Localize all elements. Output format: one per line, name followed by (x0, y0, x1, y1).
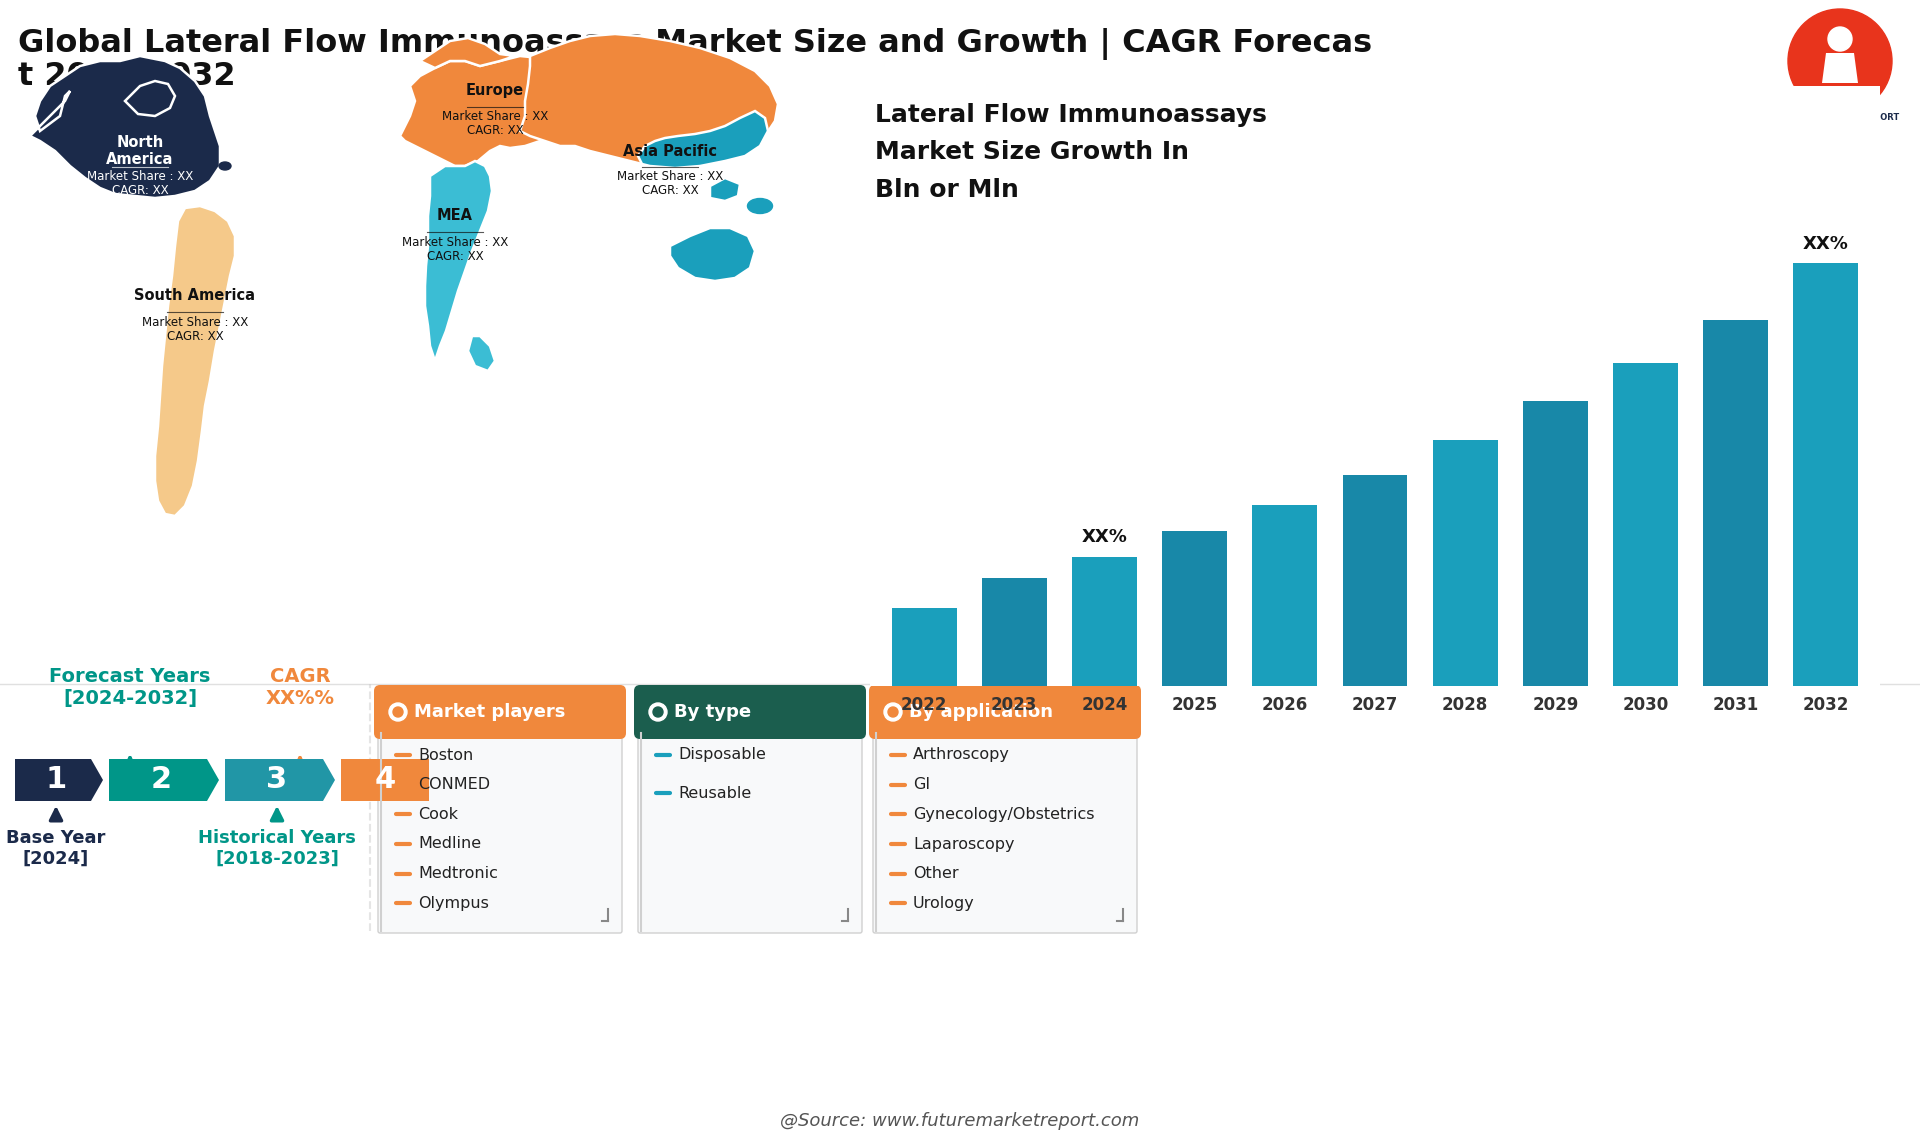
Text: Cook: Cook (419, 807, 459, 822)
Text: By application: By application (908, 702, 1052, 721)
Text: Gynecology/Obstetrics: Gynecology/Obstetrics (914, 807, 1094, 822)
Text: XX%: XX% (1081, 528, 1127, 545)
Text: MEA: MEA (438, 209, 472, 223)
Bar (1162, 531, 1227, 686)
Text: Other: Other (914, 866, 958, 881)
Text: Reusable: Reusable (678, 785, 751, 801)
Bar (1793, 264, 1859, 686)
FancyBboxPatch shape (637, 731, 862, 933)
Polygon shape (1822, 53, 1859, 83)
Text: Market Share : XX: Market Share : XX (616, 171, 724, 183)
FancyBboxPatch shape (874, 731, 1137, 933)
Bar (1703, 320, 1768, 686)
Ellipse shape (219, 162, 230, 170)
Polygon shape (15, 759, 104, 801)
Text: t 2024-2032: t 2024-2032 (17, 61, 236, 92)
FancyBboxPatch shape (374, 685, 626, 739)
Text: Medtronic: Medtronic (419, 866, 497, 881)
Polygon shape (710, 178, 739, 201)
Text: Lateral Flow Immunoassays
Market Size Growth In
Bln or Mln: Lateral Flow Immunoassays Market Size Gr… (874, 103, 1267, 202)
Text: Europe: Europe (467, 84, 524, 99)
Text: 3: 3 (267, 766, 288, 794)
FancyBboxPatch shape (634, 685, 866, 739)
Text: South America: South America (134, 289, 255, 304)
Text: North
America: North America (106, 135, 173, 167)
Text: GI: GI (914, 777, 929, 792)
Text: Arthroscopy: Arthroscopy (914, 747, 1010, 762)
Text: CAGR
XX%%: CAGR XX%% (265, 667, 334, 708)
Text: Base Year
[2024]: Base Year [2024] (6, 829, 106, 868)
Polygon shape (399, 56, 589, 166)
Circle shape (1828, 28, 1853, 52)
Text: CAGR: XX: CAGR: XX (167, 330, 223, 343)
FancyBboxPatch shape (870, 685, 1140, 739)
Polygon shape (342, 759, 428, 801)
Polygon shape (424, 160, 492, 361)
Polygon shape (468, 336, 495, 371)
Text: 4: 4 (374, 766, 396, 794)
Bar (1523, 401, 1588, 686)
Text: FMR: FMR (1824, 93, 1855, 105)
Text: Forecast Years
[2024-2032]: Forecast Years [2024-2032] (50, 667, 211, 708)
Circle shape (887, 707, 899, 717)
Text: CAGR: XX: CAGR: XX (641, 185, 699, 197)
Text: Market players: Market players (415, 702, 564, 721)
Text: 2: 2 (150, 766, 171, 794)
Text: Market Share : XX: Market Share : XX (442, 110, 547, 124)
Bar (891, 609, 956, 686)
Circle shape (883, 702, 902, 721)
Polygon shape (420, 38, 515, 68)
Text: @Source: www.futuremarketreport.com: @Source: www.futuremarketreport.com (780, 1112, 1140, 1130)
Circle shape (394, 707, 403, 717)
Circle shape (1788, 9, 1891, 113)
Bar (1613, 362, 1678, 686)
Polygon shape (125, 81, 175, 116)
Text: Disposable: Disposable (678, 747, 766, 762)
Polygon shape (637, 111, 768, 168)
Text: Boston: Boston (419, 747, 472, 762)
Polygon shape (156, 206, 234, 516)
Polygon shape (520, 34, 778, 168)
Circle shape (649, 702, 666, 721)
Text: Medline: Medline (419, 837, 482, 851)
Bar (1342, 474, 1407, 686)
Text: 1: 1 (46, 766, 67, 794)
Text: CAGR: XX: CAGR: XX (467, 125, 524, 138)
Text: Global Lateral Flow Immunoassays Market Size and Growth | CAGR Forecas: Global Lateral Flow Immunoassays Market … (17, 28, 1373, 60)
Bar (1252, 505, 1317, 686)
Text: Olympus: Olympus (419, 896, 490, 911)
Text: XX%: XX% (1803, 235, 1849, 252)
Text: Market Share : XX: Market Share : XX (86, 171, 194, 183)
Text: Laparoscopy: Laparoscopy (914, 837, 1014, 851)
Text: Urology: Urology (914, 896, 975, 911)
Text: Historical Years
[2018-2023]: Historical Years [2018-2023] (198, 829, 355, 868)
FancyBboxPatch shape (378, 731, 622, 933)
Bar (981, 579, 1046, 686)
Text: FUTURE MARKET REPORT: FUTURE MARKET REPORT (1780, 113, 1899, 121)
Polygon shape (670, 228, 755, 281)
Text: CONMED: CONMED (419, 777, 490, 792)
Text: Asia Pacific: Asia Pacific (622, 143, 716, 158)
Text: CAGR: XX: CAGR: XX (426, 250, 484, 262)
Polygon shape (109, 759, 219, 801)
Text: Market Share : XX: Market Share : XX (401, 235, 509, 249)
Polygon shape (225, 759, 334, 801)
Bar (1432, 440, 1498, 686)
Bar (1071, 557, 1137, 686)
Text: Market Share : XX: Market Share : XX (142, 315, 248, 329)
Text: CAGR: XX: CAGR: XX (111, 185, 169, 197)
Polygon shape (31, 56, 221, 198)
Circle shape (390, 702, 407, 721)
Ellipse shape (747, 198, 772, 213)
Text: By type: By type (674, 702, 751, 721)
Circle shape (653, 707, 662, 717)
